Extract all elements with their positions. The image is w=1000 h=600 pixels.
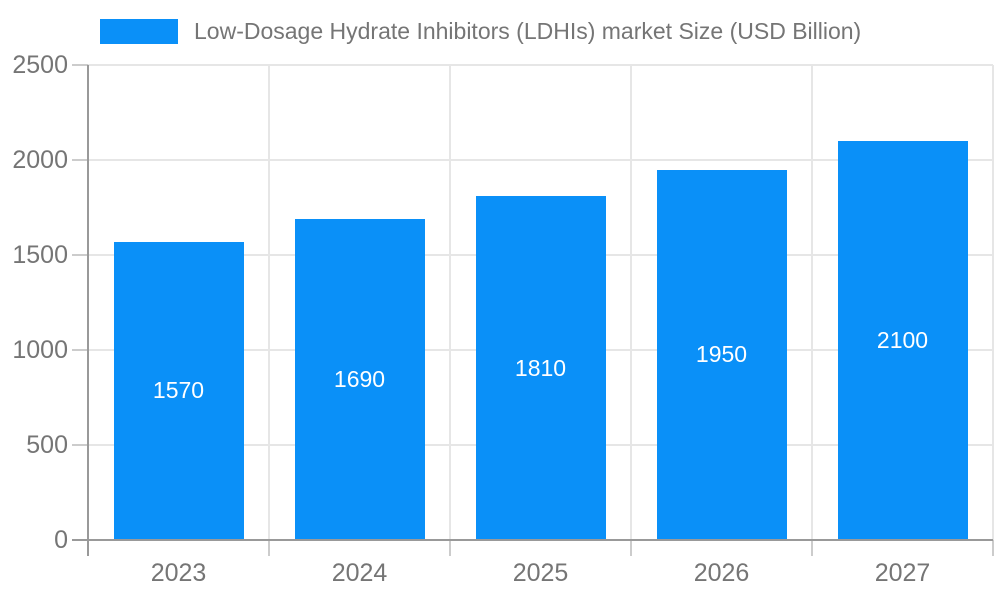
legend: Low-Dosage Hydrate Inhibitors (LDHIs) ma… bbox=[100, 18, 861, 45]
x-axis-tick bbox=[811, 540, 813, 556]
bar[interactable] bbox=[475, 196, 606, 540]
h-gridline bbox=[88, 159, 993, 161]
x-axis-tick bbox=[268, 540, 270, 556]
y-axis-label: 1000 bbox=[12, 335, 68, 364]
y-axis-line bbox=[87, 65, 89, 556]
x-axis-tick bbox=[630, 540, 632, 556]
y-axis-label: 2000 bbox=[12, 145, 68, 174]
y-axis-tick bbox=[72, 159, 88, 161]
bar[interactable] bbox=[113, 241, 244, 540]
v-gridline bbox=[992, 65, 994, 540]
v-gridline bbox=[811, 65, 813, 540]
y-axis-label: 1500 bbox=[12, 240, 68, 269]
x-axis-label: 2027 bbox=[874, 559, 931, 587]
bar[interactable] bbox=[294, 218, 425, 540]
y-axis-tick bbox=[72, 254, 88, 256]
y-axis-label: 0 bbox=[54, 525, 68, 554]
legend-swatch-icon bbox=[100, 19, 178, 44]
y-axis-tick bbox=[72, 349, 88, 351]
h-gridline bbox=[88, 64, 993, 66]
x-axis-tick bbox=[449, 540, 451, 556]
y-axis-tick bbox=[72, 64, 88, 66]
bar[interactable] bbox=[837, 141, 968, 540]
v-gridline bbox=[449, 65, 451, 540]
legend-label: Low-Dosage Hydrate Inhibitors (LDHIs) ma… bbox=[194, 18, 862, 44]
bar-value-label: 1810 bbox=[514, 354, 567, 381]
x-axis-label: 2023 bbox=[150, 559, 207, 587]
v-gridline bbox=[630, 65, 632, 540]
x-axis-label: 2025 bbox=[512, 559, 569, 587]
bar-value-label: 1570 bbox=[152, 377, 205, 404]
bar[interactable] bbox=[656, 169, 787, 540]
x-axis-label: 2026 bbox=[693, 559, 750, 587]
y-axis-label: 500 bbox=[26, 430, 68, 459]
bar-value-label: 2100 bbox=[876, 327, 929, 353]
y-axis-tick bbox=[72, 444, 88, 446]
x-axis-label: 2024 bbox=[331, 559, 388, 587]
x-axis-line bbox=[72, 539, 993, 541]
x-axis-tick bbox=[992, 540, 994, 556]
y-axis-label: 2500 bbox=[12, 50, 68, 79]
bar-value-label: 1950 bbox=[695, 341, 748, 368]
v-gridline bbox=[268, 65, 270, 540]
bar-value-label: 1690 bbox=[333, 365, 386, 392]
